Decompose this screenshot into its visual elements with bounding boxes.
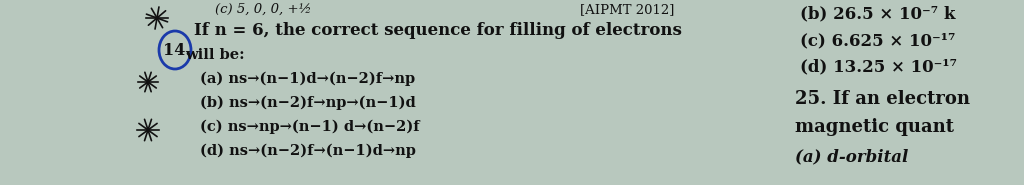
Text: magnetic quant: magnetic quant	[795, 118, 954, 136]
Text: (c) ns→np→(n−1) d→(n−2)f: (c) ns→np→(n−1) d→(n−2)f	[200, 120, 420, 134]
Text: (a) ns→(n−1)d→(n−2)f→np: (a) ns→(n−1)d→(n−2)f→np	[200, 72, 415, 86]
Text: (d) 13.25 × 10⁻¹⁷: (d) 13.25 × 10⁻¹⁷	[800, 58, 957, 75]
Text: (b) 26.5 × 10⁻⁷ k: (b) 26.5 × 10⁻⁷ k	[800, 5, 955, 22]
Text: (d) ns→(n−2)f→(n−1)d→np: (d) ns→(n−2)f→(n−1)d→np	[200, 144, 416, 158]
Text: (c) 6.625 × 10⁻¹⁷: (c) 6.625 × 10⁻¹⁷	[800, 32, 955, 49]
Text: 25. If an electron: 25. If an electron	[795, 90, 970, 108]
Text: (a) d-orbital: (a) d-orbital	[795, 148, 908, 165]
Text: 14.: 14.	[163, 42, 190, 59]
Text: (b) ns→(n−2)f→np→(n−1)d: (b) ns→(n−2)f→np→(n−1)d	[200, 96, 416, 110]
Text: (c) 5, 0, 0, +½: (c) 5, 0, 0, +½	[215, 3, 311, 16]
Text: will be:: will be:	[185, 48, 245, 62]
Text: If n = 6, the correct sequence for filling of electrons: If n = 6, the correct sequence for filli…	[194, 22, 682, 39]
Text: [AIPMT 2012]: [AIPMT 2012]	[580, 3, 675, 16]
